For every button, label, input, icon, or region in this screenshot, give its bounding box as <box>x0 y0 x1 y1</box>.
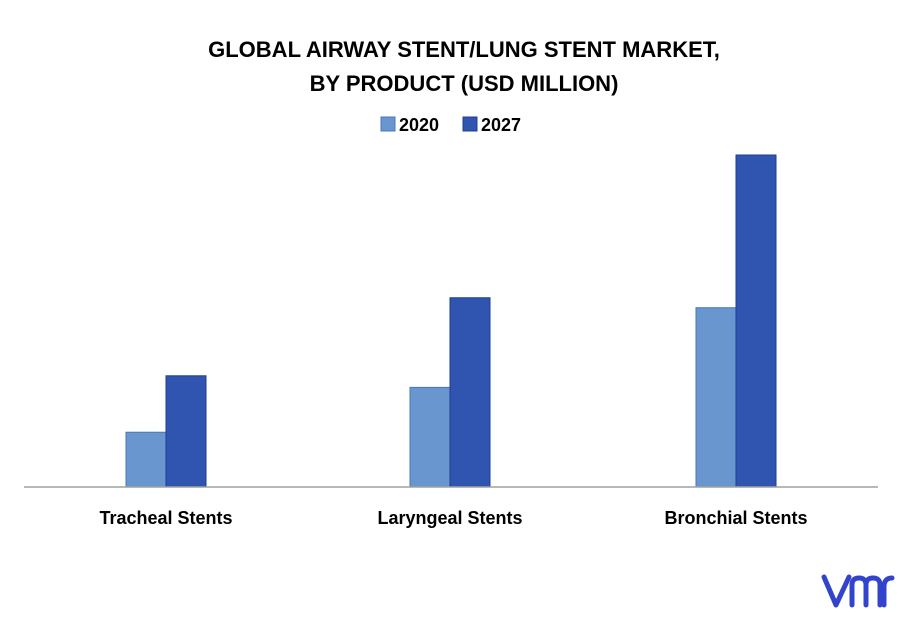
x-tick-label: Bronchial Stents <box>664 508 807 528</box>
bar-2020-laryngeal-stents <box>409 386 451 488</box>
x-tick-label: Laryngeal Stents <box>377 508 522 528</box>
legend-swatch-2020 <box>380 116 396 132</box>
chart-title: GLOBAL AIRWAY STENT/LUNG STENT MARKET, <box>208 37 720 62</box>
legend-swatch-2027 <box>462 116 478 132</box>
chart-subtitle: BY PRODUCT (USD MILLION) <box>310 71 619 96</box>
bar-2027-tracheal-stents <box>165 375 207 488</box>
x-tick-labels: Tracheal Stents Laryngeal Stents Bronchial… <box>99 508 807 528</box>
logo-v <box>821 574 852 608</box>
logo-r <box>881 575 895 608</box>
legend-label-2020: 2020 <box>399 115 439 135</box>
bar-2027-bronchial-stents <box>735 154 777 488</box>
bars-group <box>125 154 777 488</box>
bar-2027-laryngeal-stents <box>449 297 491 488</box>
legend-label-2027: 2027 <box>481 115 521 135</box>
legend: 2020 2027 <box>380 115 521 135</box>
bar-2020-tracheal-stents <box>125 431 167 488</box>
bar-2020-bronchial-stents <box>695 307 737 488</box>
logo-m <box>849 575 883 608</box>
x-tick-label: Tracheal Stents <box>99 508 232 528</box>
vmr-logo <box>821 574 895 608</box>
